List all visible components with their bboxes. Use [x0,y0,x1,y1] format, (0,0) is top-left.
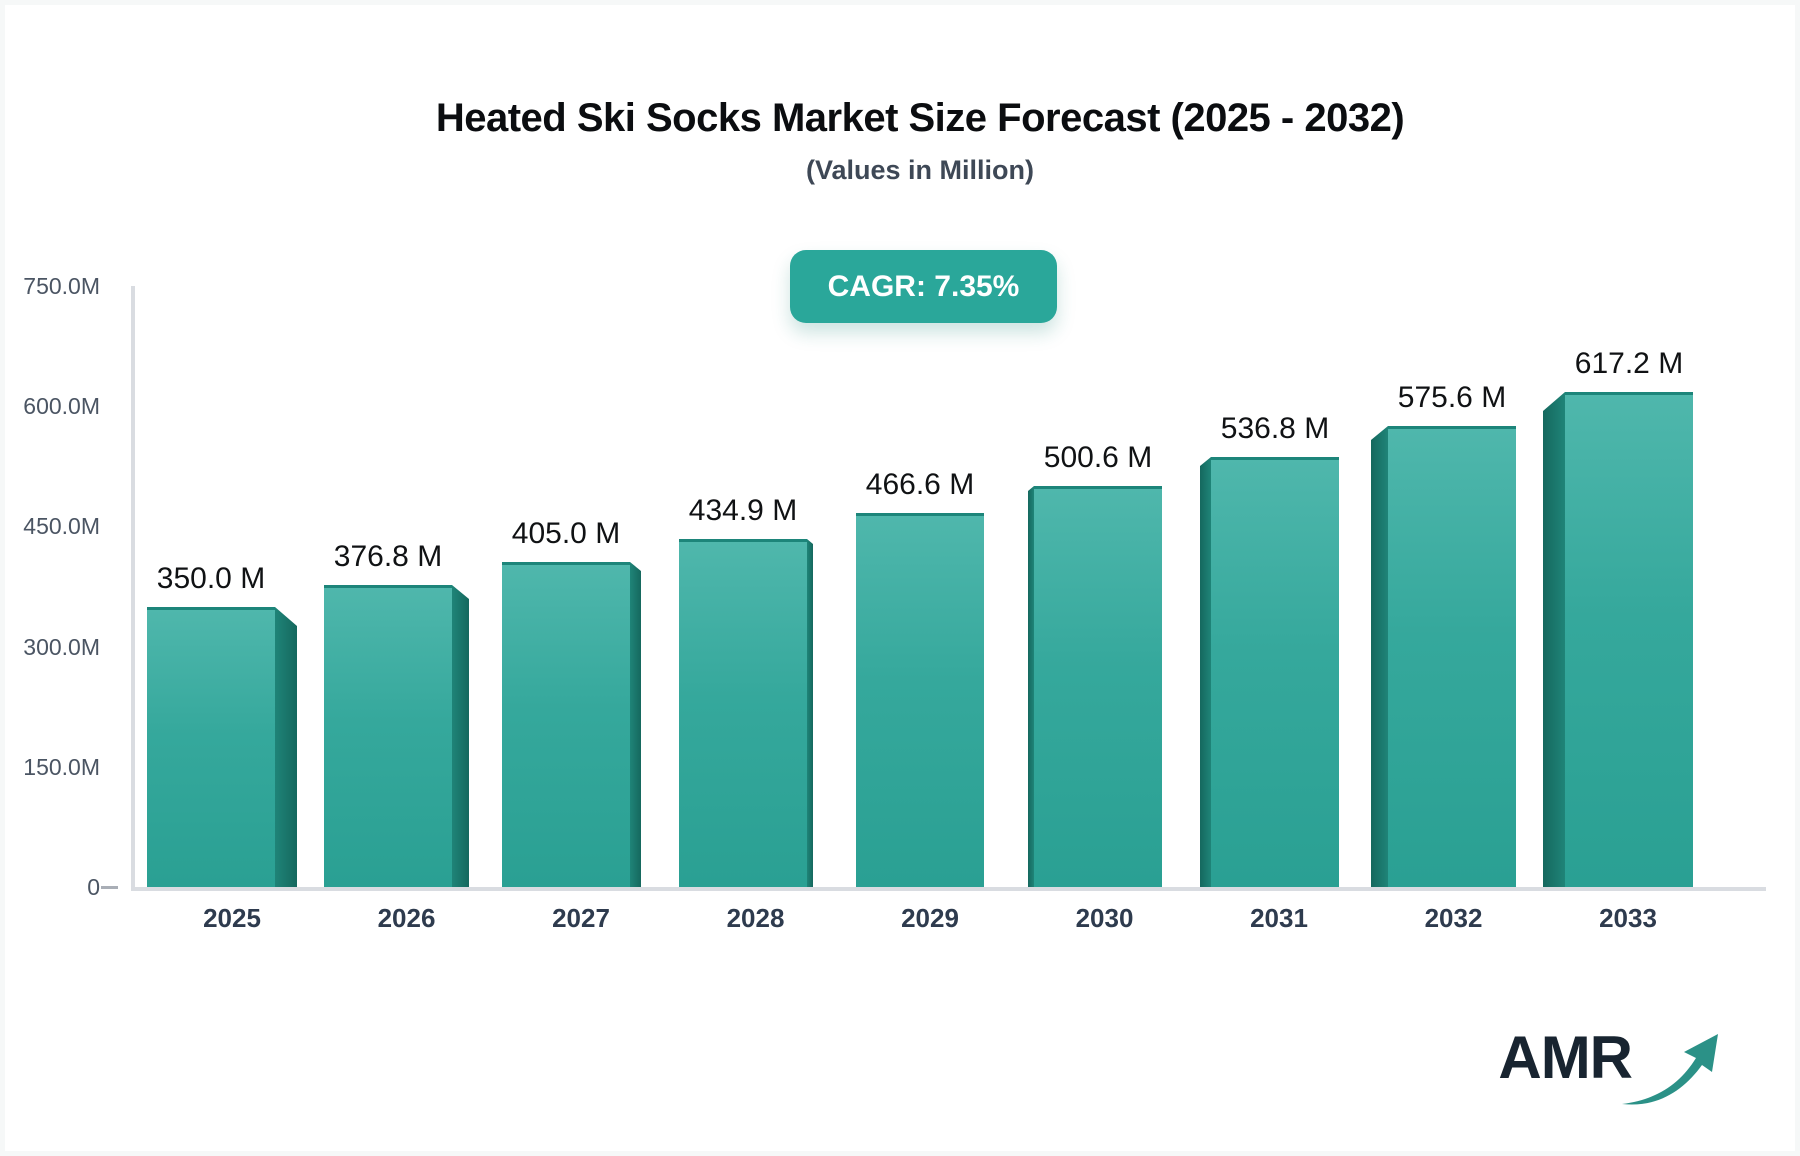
amr-logo: AMR [1498,1028,1722,1114]
bar [147,607,275,887]
y-tick-label: 150.0M [23,753,100,780]
bar-value-label: 405.0 M [511,517,621,550]
bar-value-label: 466.6 M [865,468,975,501]
bar-value-label: 434.9 M [688,494,798,527]
bar [324,585,452,887]
bar [1034,486,1162,887]
x-tick-label: 2032 [1424,903,1483,933]
y-tick-label: 450.0M [23,513,100,540]
bar-value-label: 500.6 M [1043,441,1153,474]
chart-title: Heated Ski Socks Market Size Forecast (2… [435,96,1405,140]
x-tick-label: 2028 [726,903,785,933]
bar-value-label: 350.0 M [156,562,266,595]
bar [1211,457,1339,887]
bar [1388,426,1516,887]
x-tick-label: 2025 [203,903,261,933]
bar-value-label: 617.2 M [1574,347,1684,380]
bar-value-label: 376.8 M [333,540,443,573]
chart-header: Heated Ski Socks Market Size Forecast (2… [0,0,1800,186]
amr-logo-text: AMR [1498,1024,1633,1091]
bar-side [1200,457,1211,887]
cagr-badge: CAGR: 7.35% [790,250,1057,323]
x-tick-label: 2031 [1250,903,1308,933]
x-tick-label: 2033 [1599,903,1657,933]
growth-arrow-icon [1622,1034,1718,1105]
bar-side [807,539,813,887]
y-axis-line [131,286,135,890]
x-tick-label: 2026 [377,903,436,933]
bar-side [1371,426,1388,887]
bar [502,562,630,887]
y-tick-label: 300.0M [23,633,100,660]
bar-side [452,585,469,887]
bar-value-label: 536.8 M [1220,412,1330,445]
bar-side [1028,486,1034,887]
y-tick-label: 600.0M [23,393,100,420]
x-tick-label: 2029 [901,903,959,933]
chart-subtitle: (Values in Million) [805,155,1035,185]
bar-side [1543,392,1565,887]
bar [856,513,984,887]
zero-tick-dash [101,886,118,889]
bar [1565,392,1693,887]
x-axis-line [131,887,1766,891]
bar-value-label: 575.6 M [1397,381,1507,414]
bar [679,539,807,887]
bar-side [630,562,641,887]
x-tick-label: 2030 [1075,903,1134,933]
bar-side [275,607,297,887]
y-tick-label: 0 [87,874,100,900]
x-tick-label: 2027 [552,903,610,933]
y-tick-label: 750.0M [23,273,100,299]
